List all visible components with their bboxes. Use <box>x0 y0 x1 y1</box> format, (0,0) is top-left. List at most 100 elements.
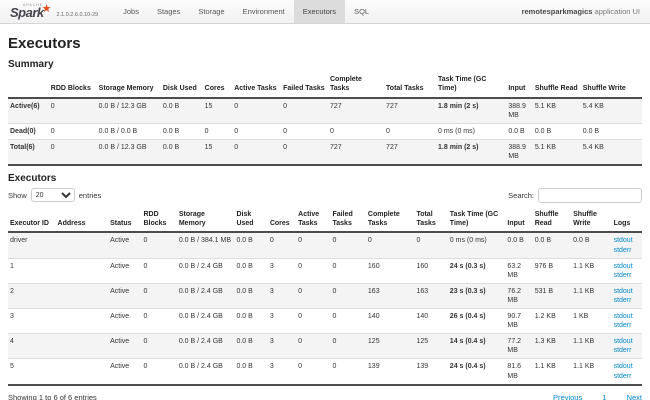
nav-item-jobs[interactable]: Jobs <box>123 7 139 16</box>
next-page-button[interactable]: Next <box>626 392 642 400</box>
cell-active-tasks: 0 <box>296 333 331 359</box>
show-entries-control: Show 20 entries <box>8 188 101 203</box>
cell-total-tasks: 0 <box>414 231 448 259</box>
cell-rdd-blocks: 0 <box>141 308 177 334</box>
cell-status: Active <box>108 333 142 359</box>
nav-item-environment[interactable]: Environment <box>242 7 285 16</box>
table-footer: Showing 1 to 6 of 6 entries Previous 1 N… <box>8 393 642 400</box>
show-label: Show <box>8 190 27 200</box>
nav-item-stages[interactable]: Stages <box>156 7 181 16</box>
cell-status: Active <box>108 358 142 385</box>
stderr-link[interactable]: stderr <box>613 296 632 304</box>
table-row: 4 Active 0 0.0 B / 2.4 GB 0.0 B 3 0 0 125 125 14 s… <box>8 333 642 359</box>
col-header-input[interactable]: Input <box>505 208 533 234</box>
table-row: 3 Active 0 0.0 B / 2.4 GB 0.0 B 3 0 0 140 140 26 s… <box>8 308 642 334</box>
stderr-link[interactable]: stderr <box>613 372 632 380</box>
table-row: 5 Active 0 0.0 B / 2.4 GB 0.0 B 3 0 0 139 139 24 s… <box>8 358 642 385</box>
previous-page-button[interactable]: Previous <box>553 392 583 400</box>
cell-disk-used: 0.0 B <box>234 358 268 385</box>
cell-complete-tasks: 139 <box>365 358 415 385</box>
cell-rdd-blocks: 0 <box>141 257 177 284</box>
cell-complete-tasks: 727 <box>328 97 385 124</box>
col-header-status[interactable]: Status <box>108 208 142 234</box>
cell-input: 0.0 B <box>506 122 533 140</box>
cell-shuffle-read: 5.1 KB <box>532 97 581 124</box>
cell-complete-tasks: 140 <box>365 308 415 334</box>
stdout-link[interactable]: stdout <box>613 262 633 270</box>
stdout-link[interactable]: stdout <box>613 287 633 295</box>
col-header-shuffle-read: Shuffle Read <box>532 74 581 99</box>
col-header-address[interactable]: Address <box>55 208 109 234</box>
spark-wordmark: Spark <box>10 5 44 20</box>
cell-failed-tasks: 0 <box>281 122 328 140</box>
cell-task-time-gc-time: 14 s (0.4 s) <box>447 333 506 359</box>
col-header-shuffle-write: Shuffle Write <box>580 74 642 99</box>
stderr-link[interactable]: stderr <box>613 322 632 330</box>
cell-total-tasks: 140 <box>414 308 448 334</box>
cell-disk-used: 0.0 B <box>234 231 268 259</box>
cell-rdd-blocks: 0 <box>141 333 177 359</box>
nav-item-executors[interactable]: Executors <box>293 0 346 23</box>
col-header-disk-used: Disk Used <box>160 74 203 99</box>
cell-input: 63.2 MB <box>505 257 533 284</box>
cell-storage-memory: 0.0 B / 12.3 GB <box>96 138 161 165</box>
cell-failed-tasks: 0 <box>330 358 366 385</box>
col-header-logs[interactable]: Logs <box>611 208 642 234</box>
cell-shuffle-read: 5.1 KB <box>532 138 581 165</box>
cell-failed-tasks: 0 <box>330 257 366 284</box>
nav-item-sql[interactable]: SQL <box>354 7 370 16</box>
cell-shuffle-write: 1.1 KB <box>571 333 612 359</box>
cell-cores: 15 <box>202 138 233 165</box>
nav-item-storage[interactable]: Storage <box>198 7 225 16</box>
page-content: Executors Summary RDD Blocks Storage Memo… <box>0 35 650 400</box>
cell-logs: stdout stderr <box>611 231 642 259</box>
cell-label: Dead(0) <box>8 122 49 140</box>
search-input[interactable] <box>538 187 642 203</box>
page-number-1[interactable]: 1 <box>602 392 607 400</box>
col-header-active-tasks[interactable]: Active Tasks <box>296 208 331 234</box>
cell-storage-memory: 0.0 B / 2.4 GB <box>176 333 235 359</box>
cell-complete-tasks: 0 <box>365 231 415 259</box>
cell-executor-id: 4 <box>8 333 56 359</box>
cell-input: 81.6 MB <box>505 358 533 385</box>
col-header-storage-memory[interactable]: Storage Memory <box>176 208 235 234</box>
stdout-link[interactable]: stdout <box>613 313 633 321</box>
col-header-shuffle-read[interactable]: Shuffle Read <box>532 208 572 234</box>
col-header-active-tasks: Active Tasks <box>232 74 282 99</box>
col-header-disk-used[interactable]: Disk Used <box>234 208 268 234</box>
col-header-executor-id[interactable]: Executor ID <box>8 208 56 234</box>
col-header-shuffle-write[interactable]: Shuffle Write <box>571 208 612 234</box>
stderr-link[interactable]: stderr <box>613 246 632 254</box>
table-row: 2 Active 0 0.0 B / 2.4 GB 0.0 B 3 0 0 163 163 23 s… <box>8 282 642 309</box>
cell-shuffle-read: 1.3 KB <box>532 333 572 359</box>
col-header-task-time-gc-time[interactable]: Task Time (GC Time) <box>447 208 506 234</box>
col-header-task-time-gc-time: Task Time (GC Time) <box>436 74 507 99</box>
cell-label: Active(6) <box>8 97 49 124</box>
cell-task-time-gc-time: 0 ms (0 ms) <box>436 122 507 140</box>
entries-select[interactable]: 20 <box>30 188 75 203</box>
spark-star-icon: ★ <box>41 2 52 15</box>
cell-storage-memory: 0.0 B / 384.1 MB <box>176 231 235 259</box>
cell-input: 388.9 MB <box>506 138 533 165</box>
col-header-label <box>8 74 49 99</box>
cell-failed-tasks: 0 <box>330 231 366 259</box>
stdout-link[interactable]: stdout <box>613 363 633 371</box>
cell-disk-used: 0.0 B <box>234 257 268 284</box>
stdout-link[interactable]: stdout <box>613 237 633 245</box>
cell-address <box>55 333 109 359</box>
col-header-cores[interactable]: Cores <box>267 208 297 234</box>
spark-logo[interactable]: APACHE Spark ★ <box>10 0 52 23</box>
col-header-rdd-blocks[interactable]: RDD Blocks <box>141 208 177 234</box>
cell-address <box>55 231 109 259</box>
stderr-link[interactable]: stderr <box>613 347 632 355</box>
cell-address <box>55 257 109 284</box>
cell-total-tasks: 139 <box>414 358 448 385</box>
col-header-complete-tasks[interactable]: Complete Tasks <box>365 208 415 234</box>
stderr-link[interactable]: stderr <box>613 271 632 279</box>
table-row: Active(6) 0 0.0 B / 12.3 GB 0.0 B 15 0 0 727 727… <box>8 97 642 124</box>
col-header-failed-tasks[interactable]: Failed Tasks <box>330 208 366 234</box>
cell-executor-id: 2 <box>8 282 56 309</box>
col-header-total-tasks[interactable]: Total Tasks <box>414 208 448 234</box>
stdout-link[interactable]: stdout <box>613 338 633 346</box>
